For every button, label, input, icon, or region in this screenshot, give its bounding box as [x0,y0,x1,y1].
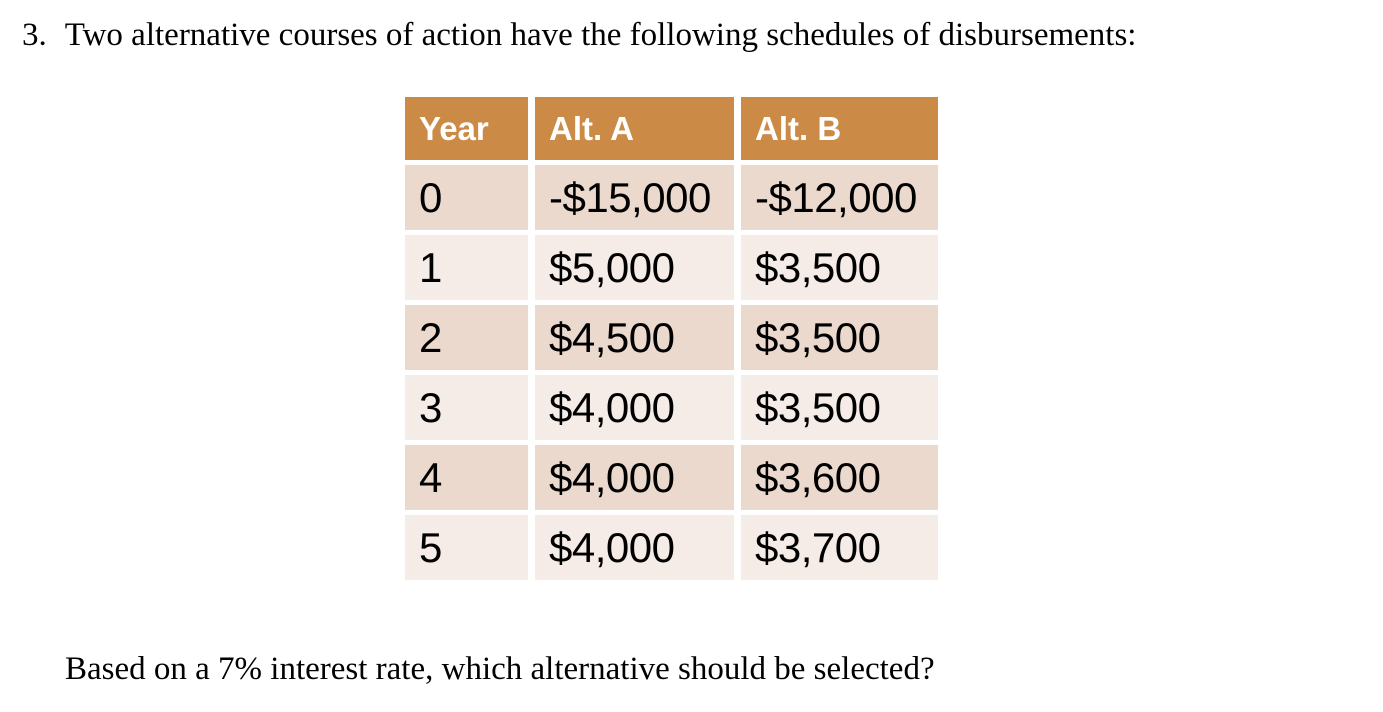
table-cell-alt-b-5: $3,700 [741,515,938,580]
table-header-year: Year [405,97,528,160]
table-cell-alt-a-1: $5,000 [535,235,734,300]
table-cell-alt-a-0: -$15,000 [535,165,734,230]
problem-statement-line: 3. Two alternative courses of action have… [22,16,1352,56]
problem-number: 3. [22,17,47,53]
disbursement-table: Year Alt. A Alt. B 0 -$15,000 -$12,000 1… [405,97,938,580]
problem-question: Based on a 7% interest rate, which alter… [65,651,935,687]
table-cell-year-1: 1 [405,235,528,300]
table-cell-year-0: 0 [405,165,528,230]
table-cell-alt-b-3: $3,500 [741,375,938,440]
table-header-alt-b: Alt. B [741,97,938,160]
table-cell-alt-a-4: $4,000 [535,445,734,510]
table-cell-year-2: 2 [405,305,528,370]
table-cell-year-5: 5 [405,515,528,580]
table-cell-alt-b-4: $3,600 [741,445,938,510]
table-cell-alt-a-3: $4,000 [535,375,734,440]
problem-statement: Two alternative courses of action have t… [64,17,1137,53]
table-cell-alt-b-2: $3,500 [741,305,938,370]
table-cell-alt-b-0: -$12,000 [741,165,938,230]
table-cell-alt-b-1: $3,500 [741,235,938,300]
table-header-alt-a: Alt. A [535,97,734,160]
table-cell-alt-a-5: $4,000 [535,515,734,580]
table-cell-alt-a-2: $4,500 [535,305,734,370]
table-cell-year-4: 4 [405,445,528,510]
table-cell-year-3: 3 [405,375,528,440]
